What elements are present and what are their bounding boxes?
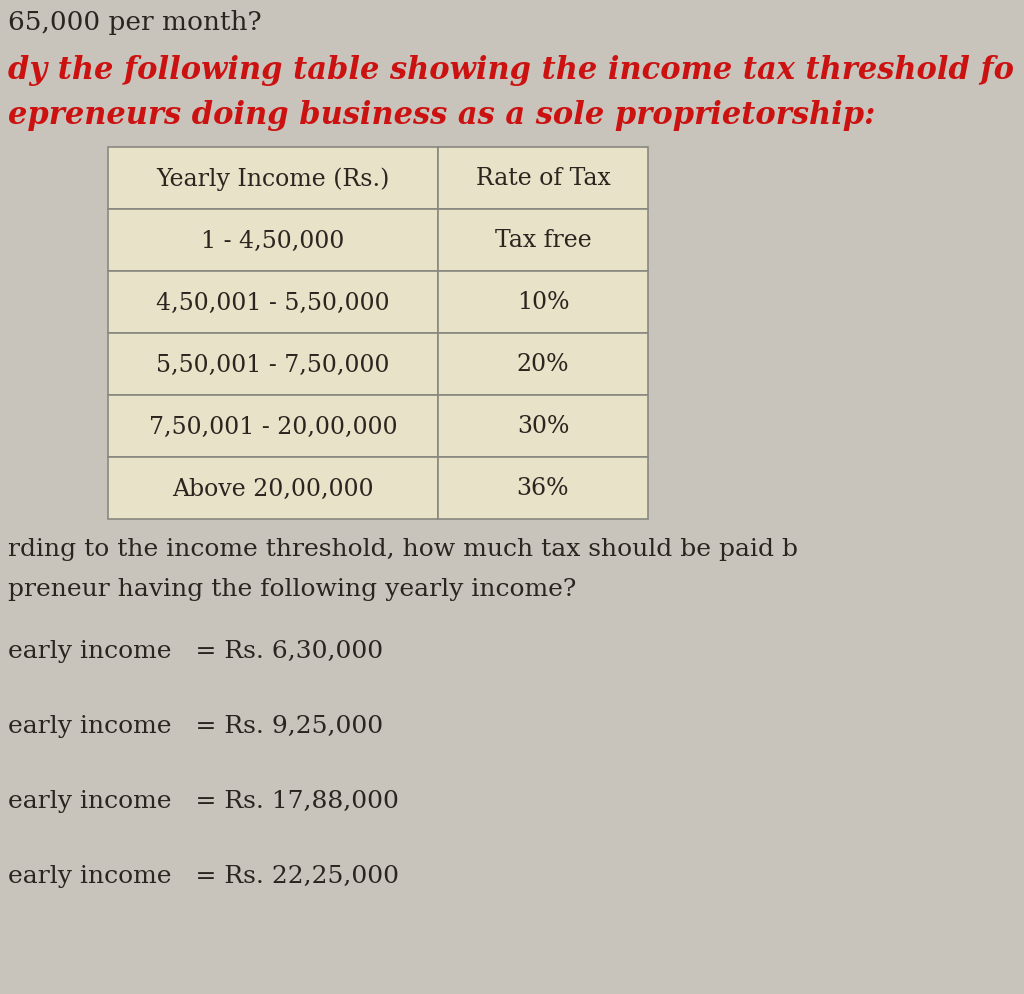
Text: dy the following table showing the income tax threshold fo: dy the following table showing the incom… [8, 55, 1014, 85]
Text: Yearly Income (Rs.): Yearly Income (Rs.) [157, 167, 390, 191]
Text: Rate of Tax: Rate of Tax [475, 167, 610, 190]
Text: rding to the income threshold, how much tax should be paid b: rding to the income threshold, how much … [8, 538, 798, 561]
Bar [108, 210, 438, 271]
Bar [108, 396, 438, 457]
Bar [108, 457, 438, 520]
Text: early income   = Rs. 17,88,000: early income = Rs. 17,88,000 [8, 789, 399, 812]
Bar [108, 334, 438, 396]
Text: 36%: 36% [517, 477, 569, 500]
Text: 10%: 10% [517, 291, 569, 314]
Bar [438, 396, 648, 457]
Text: epreneurs doing business as a sole proprietorship:: epreneurs doing business as a sole propr… [8, 100, 876, 131]
Text: Tax free: Tax free [495, 230, 592, 252]
Text: 30%: 30% [517, 415, 569, 438]
Bar [438, 210, 648, 271]
Bar [438, 334, 648, 396]
Text: early income   = Rs. 9,25,000: early income = Rs. 9,25,000 [8, 715, 383, 738]
Text: 5,50,001 - 7,50,000: 5,50,001 - 7,50,000 [157, 353, 390, 376]
Bar [108, 271, 438, 334]
Bar [438, 271, 648, 334]
Text: 65,000 per month?: 65,000 per month? [8, 10, 261, 35]
Text: early income   = Rs. 22,25,000: early income = Rs. 22,25,000 [8, 864, 399, 887]
Text: 1 - 4,50,000: 1 - 4,50,000 [202, 230, 345, 252]
Text: Above 20,00,000: Above 20,00,000 [172, 477, 374, 500]
Bar [438, 457, 648, 520]
Bar [438, 148, 648, 210]
Text: preneur having the following yearly income?: preneur having the following yearly inco… [8, 578, 577, 600]
Text: early income   = Rs. 6,30,000: early income = Rs. 6,30,000 [8, 639, 383, 662]
Text: 4,50,001 - 5,50,000: 4,50,001 - 5,50,000 [157, 291, 390, 314]
Text: 20%: 20% [517, 353, 569, 376]
Bar [108, 148, 438, 210]
Text: 7,50,001 - 20,00,000: 7,50,001 - 20,00,000 [148, 415, 397, 438]
